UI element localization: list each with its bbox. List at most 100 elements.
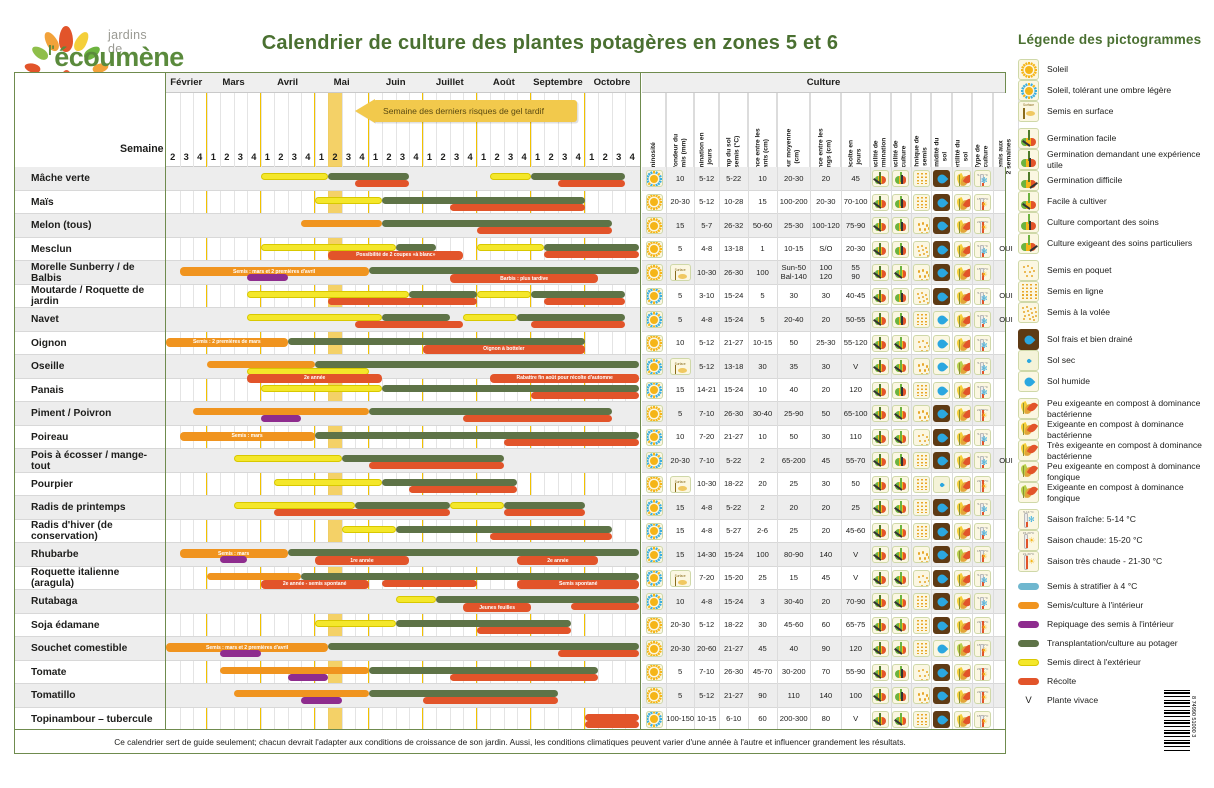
gantt-bar-red[interactable]: Semis spontané <box>517 579 639 589</box>
gantt-bar-yellow[interactable] <box>476 243 545 251</box>
gantt-bar-purple[interactable] <box>287 673 329 681</box>
gantt-bar-red[interactable]: Oignon à botteler <box>422 344 585 354</box>
gantt-bar-red[interactable] <box>409 485 518 493</box>
gantt-bar-yellow[interactable] <box>341 525 396 533</box>
gantt-bar-green[interactable] <box>287 549 639 557</box>
plant-name-cell[interactable]: Pois à écosser / mange-tout <box>31 449 148 472</box>
gantt-bar-yellow[interactable] <box>476 290 531 298</box>
gantt-bar-yellow[interactable] <box>260 173 329 181</box>
gantt-bar-orange[interactable]: Semis : 2 premières de mars <box>166 337 288 347</box>
gantt-bar-green[interactable] <box>341 455 504 463</box>
gantt-bar-red[interactable] <box>476 227 612 235</box>
plant-name-cell[interactable]: Souchet comestible <box>31 643 128 655</box>
gantt-bar-green[interactable] <box>301 572 639 580</box>
plant-name-cell[interactable]: Soja édamane <box>31 619 100 631</box>
gantt-bar-purple[interactable] <box>220 650 261 658</box>
gantt-bar-red[interactable]: Barbis : plus tardive <box>449 274 599 284</box>
gantt-bar-green[interactable] <box>503 502 585 510</box>
gantt-bar-yellow[interactable] <box>260 384 383 392</box>
plant-name-cell[interactable]: Oseille <box>31 361 65 373</box>
plant-name-cell[interactable]: Navet <box>31 314 59 326</box>
gantt-bar-red[interactable] <box>449 673 599 681</box>
gantt-bar-orange[interactable] <box>193 408 369 416</box>
gantt-bar-green[interactable] <box>314 431 639 439</box>
gantt-bar-green[interactable] <box>395 243 437 251</box>
gantt-bar-green[interactable] <box>368 666 599 674</box>
gantt-bar-yellow[interactable] <box>449 502 504 510</box>
gantt-bar-red[interactable]: Rabattre fin août pour récolte d'automne <box>490 373 639 383</box>
plant-name-cell[interactable]: Roquette italienne (aragula) <box>31 567 120 590</box>
gantt-bar-purple[interactable] <box>301 697 342 705</box>
plant-name-cell[interactable]: Radis d'hiver (de conservation) <box>31 520 113 543</box>
gantt-bar-red[interactable]: 1re année <box>314 556 410 566</box>
plant-name-cell[interactable]: Oignon <box>31 337 67 349</box>
gantt-bar-green[interactable] <box>382 196 585 204</box>
gantt-bar-yellow[interactable] <box>247 290 410 298</box>
gantt-bar-orange[interactable]: Semis : mars et 2 premières d'avril <box>179 267 369 277</box>
gantt-bar-yellow[interactable] <box>314 619 396 627</box>
gantt-bar-green[interactable] <box>382 478 518 486</box>
gantt-bar-red[interactable] <box>584 713 639 721</box>
plant-name-cell[interactable]: Morelle Sunberry / de Balbis <box>31 261 135 284</box>
gantt-bar-green[interactable] <box>382 220 612 228</box>
gantt-bar-yellow[interactable] <box>395 596 437 604</box>
gantt-bar-yellow[interactable] <box>274 478 383 486</box>
gantt-bar-green[interactable] <box>395 525 612 533</box>
plant-name-cell[interactable]: Mesclun <box>31 243 72 255</box>
plant-name-cell[interactable]: Maïs <box>31 196 54 208</box>
plant-name-cell[interactable]: Rhubarbe <box>31 549 79 561</box>
gantt-bar-green[interactable] <box>368 408 612 416</box>
gantt-bar-orange[interactable] <box>206 572 302 580</box>
gantt-bar-green[interactable] <box>314 361 639 369</box>
gantt-bar-red[interactable] <box>274 509 450 517</box>
gantt-bar-red[interactable] <box>503 509 585 517</box>
plant-name-cell[interactable]: Piment / Poivron <box>31 408 112 420</box>
gantt-bar-red[interactable] <box>368 462 504 470</box>
gantt-bar-green[interactable] <box>409 290 477 298</box>
gantt-bar-yellow[interactable] <box>233 455 342 463</box>
plant-name-cell[interactable]: Panais <box>31 384 64 396</box>
gantt-bar-green[interactable] <box>436 596 639 604</box>
gantt-bar-green[interactable] <box>530 173 626 181</box>
plant-name-cell[interactable]: Mâche verte <box>31 173 90 185</box>
gantt-bar-red[interactable] <box>544 297 626 305</box>
gantt-bar-green[interactable] <box>328 173 410 181</box>
gantt-bar-red[interactable]: 2e année <box>517 556 599 566</box>
plant-name-cell[interactable]: Pourpier <box>31 478 73 490</box>
plant-name-cell[interactable]: Moutarde / Roquette de jardin <box>31 285 145 308</box>
plant-name-cell[interactable]: Topinambour – tubercule <box>31 713 153 725</box>
gantt-bar-red[interactable]: Possibilité de 2 coupes «à blanc» <box>328 250 464 260</box>
gantt-bar-red[interactable] <box>530 321 626 329</box>
gantt-bar-red[interactable] <box>571 603 639 611</box>
gantt-bar-orange[interactable]: Semis : mars et 2 premières d'avril <box>166 643 329 653</box>
gantt-bar-red[interactable] <box>530 391 639 399</box>
gantt-bar-green[interactable] <box>368 690 558 698</box>
plant-name-cell[interactable]: Rutabaga <box>31 596 78 608</box>
gantt-bar-purple[interactable] <box>247 274 288 282</box>
plant-name-cell[interactable]: Radis de printemps <box>31 502 126 514</box>
gantt-bar-yellow[interactable] <box>247 314 383 322</box>
gantt-bar-red[interactable]: 2e année - semis spontané <box>260 579 369 589</box>
gantt-bar-red[interactable] <box>544 250 639 258</box>
gantt-bar-yellow[interactable] <box>314 196 383 204</box>
gantt-bar-green[interactable] <box>382 384 639 392</box>
gantt-bar-yellow[interactable] <box>463 314 518 322</box>
gantt-bar-orange[interactable] <box>233 690 369 698</box>
gantt-bar-orange[interactable]: Semis : mars <box>179 431 315 441</box>
gantt-bar-red[interactable] <box>463 415 612 423</box>
gantt-bar-green[interactable] <box>368 267 639 275</box>
gantt-bar-red[interactable] <box>355 180 410 188</box>
gantt-bar-green[interactable] <box>517 314 626 322</box>
gantt-bar-orange[interactable] <box>220 666 369 674</box>
gantt-bar-red[interactable] <box>355 321 464 329</box>
gantt-bar-green[interactable] <box>328 643 639 651</box>
gantt-bar-orange[interactable] <box>206 361 315 369</box>
gantt-bar-red[interactable] <box>557 180 626 188</box>
gantt-bar-green[interactable] <box>544 243 639 251</box>
plant-name-cell[interactable]: Melon (tous) <box>31 220 92 232</box>
gantt-bar-green[interactable] <box>355 502 450 510</box>
gantt-bar-red[interactable] <box>584 720 639 728</box>
gantt-bar-red[interactable] <box>557 650 639 658</box>
gantt-bar-purple[interactable] <box>260 415 302 423</box>
gantt-bar-green[interactable] <box>395 619 572 627</box>
